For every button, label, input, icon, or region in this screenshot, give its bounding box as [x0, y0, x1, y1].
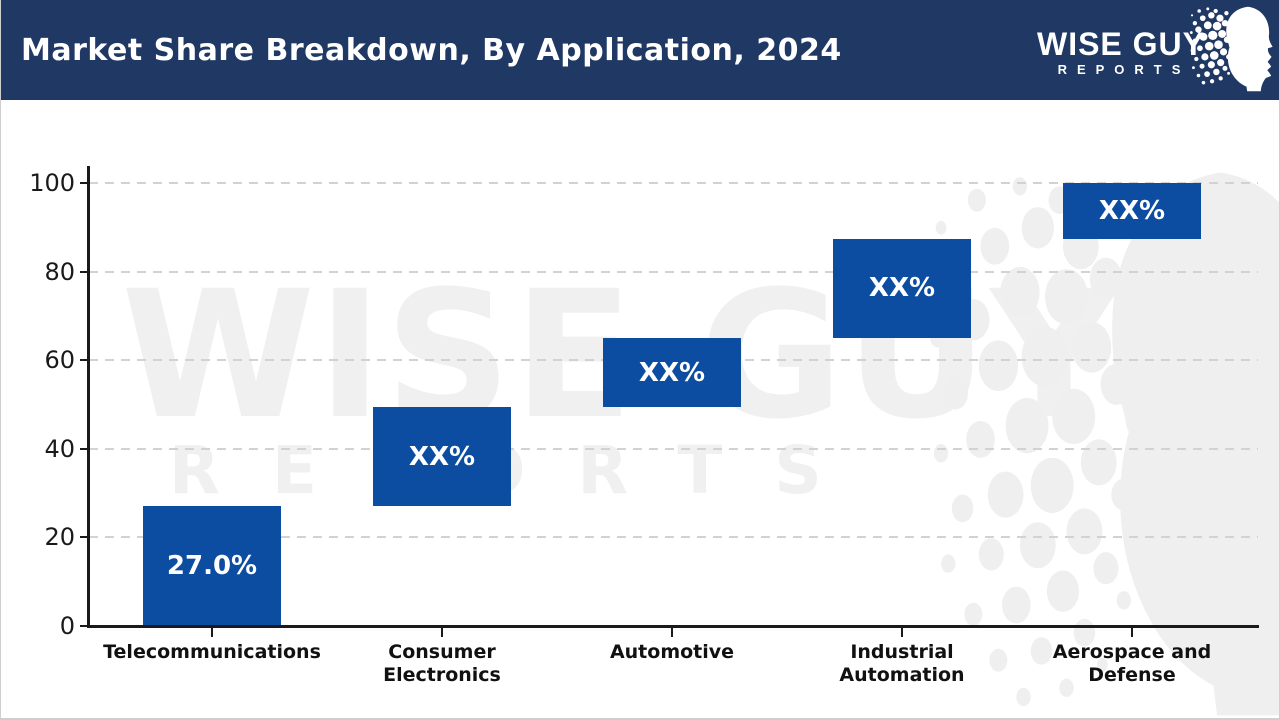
x-category-label-line: Automotive — [609, 641, 735, 663]
gridline-20 — [89, 536, 1258, 539]
bar-value-label-telecommunications: 27.0% — [166, 551, 258, 582]
y-tick-label-0: 0 — [59, 612, 75, 640]
gridline-100 — [89, 182, 1258, 185]
chart-title: Market Share Breakdown, By Application, … — [21, 32, 842, 68]
brand-logo: WISE GUY REPORTS — [1037, 6, 1273, 92]
x-category-label-automotive: Automotive — [552, 641, 792, 664]
y-tick-mark-20 — [80, 536, 89, 539]
brand-subname: REPORTS — [1057, 61, 1191, 77]
x-tick-mark-consumer-electronics — [441, 628, 443, 637]
bar-consumer-electronics: XX% — [373, 406, 511, 507]
bar-automotive: XX% — [603, 338, 741, 407]
y-axis-line — [87, 166, 90, 628]
x-category-label-consumer-electronics: Consumer Electronics — [322, 641, 562, 687]
x-tick-mark-aerospace-and-defense — [1131, 628, 1133, 637]
bar-value-label-consumer-electronics: XX% — [408, 441, 476, 472]
y-tick-mark-40 — [80, 447, 89, 450]
brand-name: WISE GUY — [1036, 25, 1205, 62]
y-tick-mark-80 — [80, 270, 89, 273]
x-category-label-line: Defense — [1088, 664, 1176, 686]
y-tick-mark-60 — [80, 359, 89, 362]
x-tick-mark-industrial-automation — [901, 628, 903, 637]
x-category-label-line: Electronics — [383, 664, 501, 686]
bar-industrial-automation: XX% — [833, 238, 971, 339]
x-category-label-telecommunications: Telecommunications — [92, 641, 332, 664]
bar-value-label-automotive: XX% — [638, 357, 706, 388]
x-tick-mark-automotive — [671, 628, 673, 637]
x-category-label-line: Telecommunications — [103, 641, 321, 663]
y-tick-label-20: 20 — [44, 523, 75, 552]
y-tick-label-60: 60 — [44, 346, 75, 375]
y-tick-mark-100 — [80, 182, 89, 185]
bar-telecommunications: 27.0% — [143, 506, 281, 626]
brand-logo-text: WISE GUY REPORTS — [1037, 28, 1205, 77]
gridline-40 — [89, 447, 1258, 450]
x-axis-line — [87, 625, 1259, 628]
x-category-label-industrial-automation: Industrial Automation — [782, 641, 1022, 687]
bar-value-label-industrial-automation: XX% — [868, 273, 936, 304]
bar-value-label-aerospace-and-defense: XX% — [1098, 195, 1166, 226]
gridline-80 — [89, 270, 1258, 273]
header-bar: Market Share Breakdown, By Application, … — [1, 0, 1279, 100]
y-tick-mark-0 — [80, 625, 89, 627]
x-tick-mark-telecommunications — [211, 628, 213, 637]
y-tick-label-80: 80 — [44, 257, 75, 286]
x-category-label-line: Aerospace and — [1052, 641, 1212, 663]
y-tick-label-100: 100 — [29, 169, 75, 198]
brand-face-icon — [1189, 6, 1273, 92]
x-category-label-line: Industrial — [850, 641, 954, 663]
x-category-label-line: Automation — [839, 664, 965, 686]
y-tick-label-40: 40 — [44, 434, 75, 463]
bar-aerospace-and-defense: XX% — [1063, 183, 1201, 239]
x-category-label-aerospace-and-defense: Aerospace and Defense — [1012, 641, 1252, 687]
x-category-label-line: Consumer — [388, 641, 496, 663]
